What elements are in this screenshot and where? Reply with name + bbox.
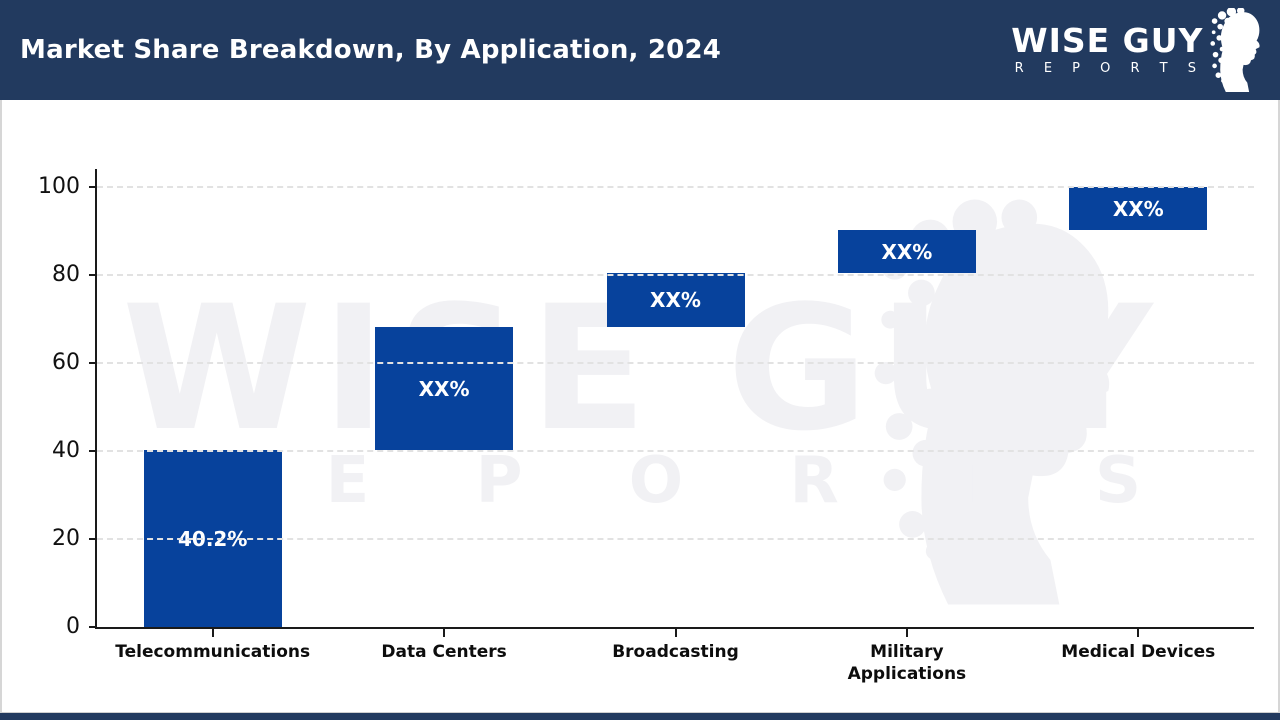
y-tick-100 (89, 186, 97, 188)
y-tick-label-40: 40 (52, 438, 80, 463)
logo-wordmark-line2: R E P O R T S (1014, 60, 1204, 76)
x-axis-line (95, 627, 1254, 629)
x-tick-2 (674, 629, 677, 637)
x-tick-4 (1137, 629, 1140, 637)
gridline-40 (97, 450, 1254, 452)
y-tick-label-100: 100 (38, 174, 80, 199)
footer-band (0, 713, 1280, 720)
bar-value-label: XX% (418, 376, 470, 401)
logo-wordmark-line1: WISE GUY (1011, 21, 1204, 61)
y-tick-20 (89, 538, 97, 540)
y-tick-label-20: 20 (52, 526, 80, 551)
x-tick-1 (443, 629, 446, 637)
x-tick-0 (211, 629, 214, 637)
x-axis-label-3: Military Applications (847, 642, 967, 685)
y-tick-0 (89, 626, 97, 628)
y-tick-80 (89, 274, 97, 276)
x-tick-3 (905, 629, 908, 637)
y-tick-40 (89, 450, 97, 452)
y-axis-line (95, 169, 97, 629)
gridline-80 (97, 274, 1254, 276)
bar-military-applications: XX% (837, 230, 976, 274)
y-tick-60 (89, 362, 97, 364)
bar-data-centers: XX% (375, 326, 514, 451)
bar-value-label: XX% (881, 239, 933, 264)
y-tick-label-60: 60 (52, 350, 80, 375)
bar-medical-devices: XX% (1069, 187, 1208, 231)
x-axis-label-1: Data Centers (381, 642, 507, 662)
gridline-20 (97, 538, 1254, 540)
bar-broadcasting: XX% (606, 273, 745, 327)
logo-wordmark: WISE GUY R E P O R T S (1011, 24, 1204, 76)
gridline-60 (97, 362, 1254, 364)
x-axis-label-0: Telecommunications (115, 642, 311, 662)
x-axis-label-4: Medical Devices (1061, 642, 1216, 662)
plot-area: 40.2% XX% XX% XX% XX% 0 20 40 60 80 100 Telecommuni… (2, 100, 1278, 712)
bar-value-label: XX% (1112, 196, 1164, 221)
chart-canvas: WISE GUY R E P O R T S 40.2% XX% XX% XX% XX%… (0, 100, 1280, 713)
y-tick-label-80: 80 (52, 262, 80, 287)
wise-guy-logo: WISE GUY R E P O R T S (1011, 8, 1280, 92)
gridline-100 (97, 186, 1254, 188)
chart-title: Market Share Breakdown, By Application, … (20, 35, 722, 65)
head-profile-icon (1210, 8, 1260, 92)
header-band: Market Share Breakdown, By Application, … (0, 0, 1280, 100)
x-axis-label-2: Broadcasting (612, 642, 739, 662)
y-tick-label-0: 0 (66, 614, 80, 639)
bar-value-label: XX% (650, 288, 701, 313)
